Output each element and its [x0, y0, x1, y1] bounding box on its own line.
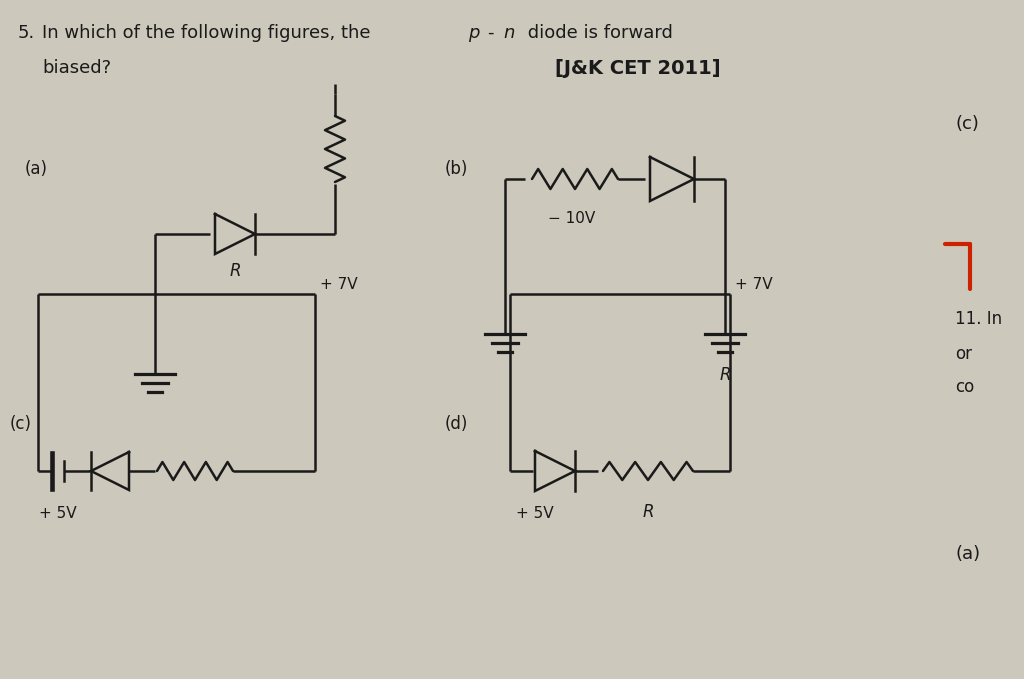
Text: (b): (b) [445, 160, 468, 178]
Text: + 7V: + 7V [735, 277, 773, 292]
Text: + 7V: + 7V [319, 277, 357, 292]
Text: co: co [955, 378, 974, 396]
Text: [J&K CET 2011]: [J&K CET 2011] [555, 59, 721, 78]
Text: 5.: 5. [18, 24, 35, 42]
Text: (a): (a) [955, 545, 980, 563]
Text: (a): (a) [25, 160, 48, 178]
Text: In which of the following figures, the: In which of the following figures, the [42, 24, 376, 42]
Text: − 10V: − 10V [549, 211, 596, 226]
Text: + 5V: + 5V [516, 506, 554, 521]
Text: R: R [719, 366, 731, 384]
Text: biased?: biased? [42, 59, 112, 77]
Text: diode is forward: diode is forward [522, 24, 673, 42]
Text: or: or [955, 345, 972, 363]
Text: In which of the following figures, the: In which of the following figures, the [42, 24, 376, 42]
Text: (d): (d) [445, 415, 468, 433]
Text: R: R [229, 262, 241, 280]
Text: 11. In: 11. In [955, 310, 1002, 328]
Text: (c): (c) [10, 415, 32, 433]
Text: p: p [468, 24, 479, 42]
Text: n: n [503, 24, 514, 42]
Text: + 5V: + 5V [39, 506, 77, 521]
Text: (c): (c) [955, 115, 979, 133]
Text: -: - [487, 24, 494, 42]
Text: R: R [642, 503, 653, 521]
